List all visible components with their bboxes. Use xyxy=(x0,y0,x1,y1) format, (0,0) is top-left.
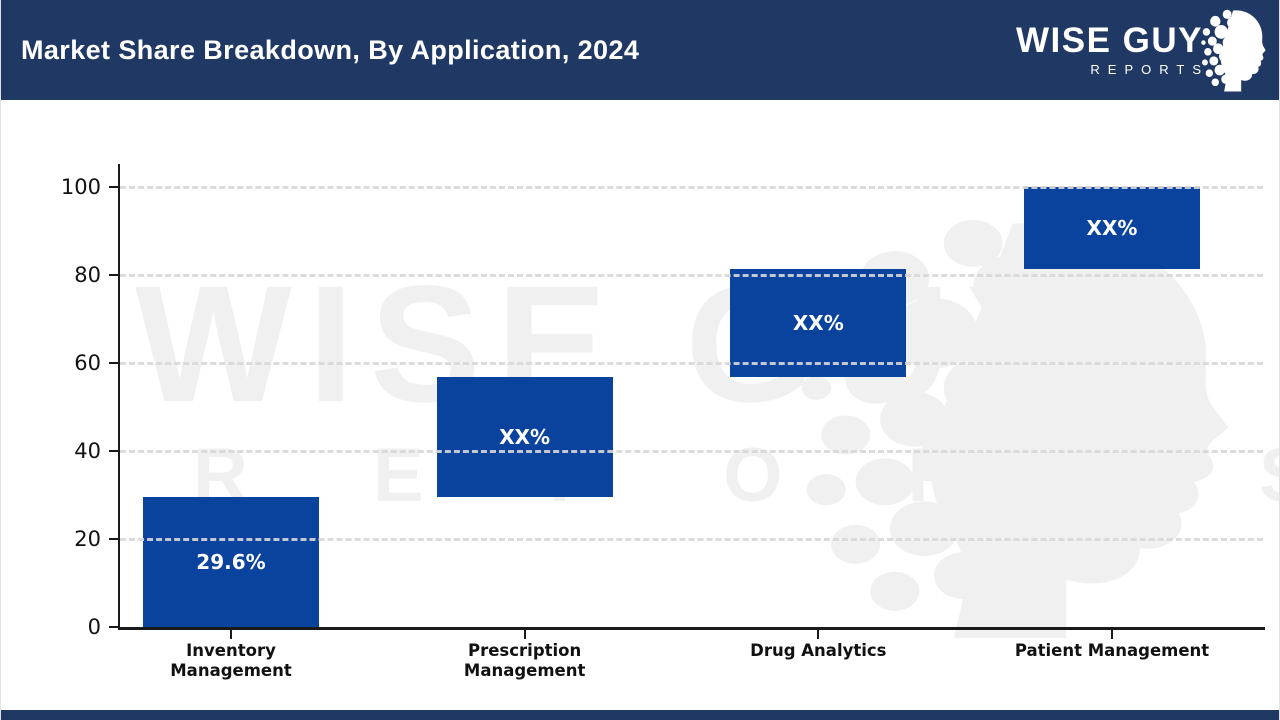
x-tick-mark xyxy=(817,630,820,639)
gridline xyxy=(120,186,1263,189)
x-tick-label-line: Prescription xyxy=(468,641,582,660)
y-tick-label: 40 xyxy=(74,439,101,463)
x-tick-label-line: Patient Management xyxy=(1014,641,1210,660)
bar-segment: XX% xyxy=(436,376,613,497)
header: Market Share Breakdown, By Application, … xyxy=(1,0,1279,100)
bar-segment: XX% xyxy=(1024,187,1200,269)
bar-value-label: XX% xyxy=(499,424,551,449)
watermark-head-icon xyxy=(801,219,1228,639)
brand-logo-sub: REPORTS xyxy=(1090,62,1209,77)
brand-logo-name: WISE GUY xyxy=(1015,21,1203,60)
gridline xyxy=(120,450,1263,453)
x-tick-label: Patient Management xyxy=(1015,641,1209,661)
footer-bar xyxy=(1,710,1279,720)
brand-logo: WISE GUY REPORTS xyxy=(1016,0,1203,100)
y-tick-label: 60 xyxy=(74,351,101,375)
bar-value-label: XX% xyxy=(792,310,844,335)
x-tick-mark xyxy=(230,630,232,639)
y-tick-mark xyxy=(109,538,118,540)
gridline xyxy=(120,538,1263,541)
y-tick-mark xyxy=(109,362,118,364)
x-axis-spine xyxy=(118,627,1265,630)
gridline xyxy=(120,362,1263,365)
bar-segment: 29.6% xyxy=(143,496,319,627)
x-tick-label-line: Drug Analytics xyxy=(750,641,887,660)
y-tick-label: 20 xyxy=(74,527,101,551)
y-tick-label: 80 xyxy=(74,263,101,287)
brand-head-icon xyxy=(1201,9,1266,92)
y-tick-mark xyxy=(109,186,118,188)
gridline xyxy=(120,274,1263,277)
y-tick-label: 100 xyxy=(60,175,101,199)
x-tick-mark xyxy=(523,630,526,639)
y-tick-mark xyxy=(109,626,118,628)
bar-value-label: 29.6% xyxy=(196,549,266,574)
x-tick-label-line: Management xyxy=(170,661,292,680)
x-tick-label: Prescription Management xyxy=(464,641,585,681)
x-tick-label-line: Inventory xyxy=(186,641,276,660)
y-tick-label: 0 xyxy=(87,615,101,639)
page-title: Market Share Breakdown, By Application, … xyxy=(21,34,640,65)
bar-segment: XX% xyxy=(730,268,907,377)
x-tick-mark xyxy=(1111,630,1113,639)
y-tick-mark xyxy=(109,450,118,452)
y-tick-mark xyxy=(109,274,118,276)
x-tick-label: Inventory Management xyxy=(170,641,291,681)
x-tick-label: Drug Analytics xyxy=(750,641,886,661)
bar-value-label: XX% xyxy=(1086,215,1138,240)
y-axis-spine xyxy=(118,164,120,630)
x-tick-label-line: Management xyxy=(463,661,586,680)
